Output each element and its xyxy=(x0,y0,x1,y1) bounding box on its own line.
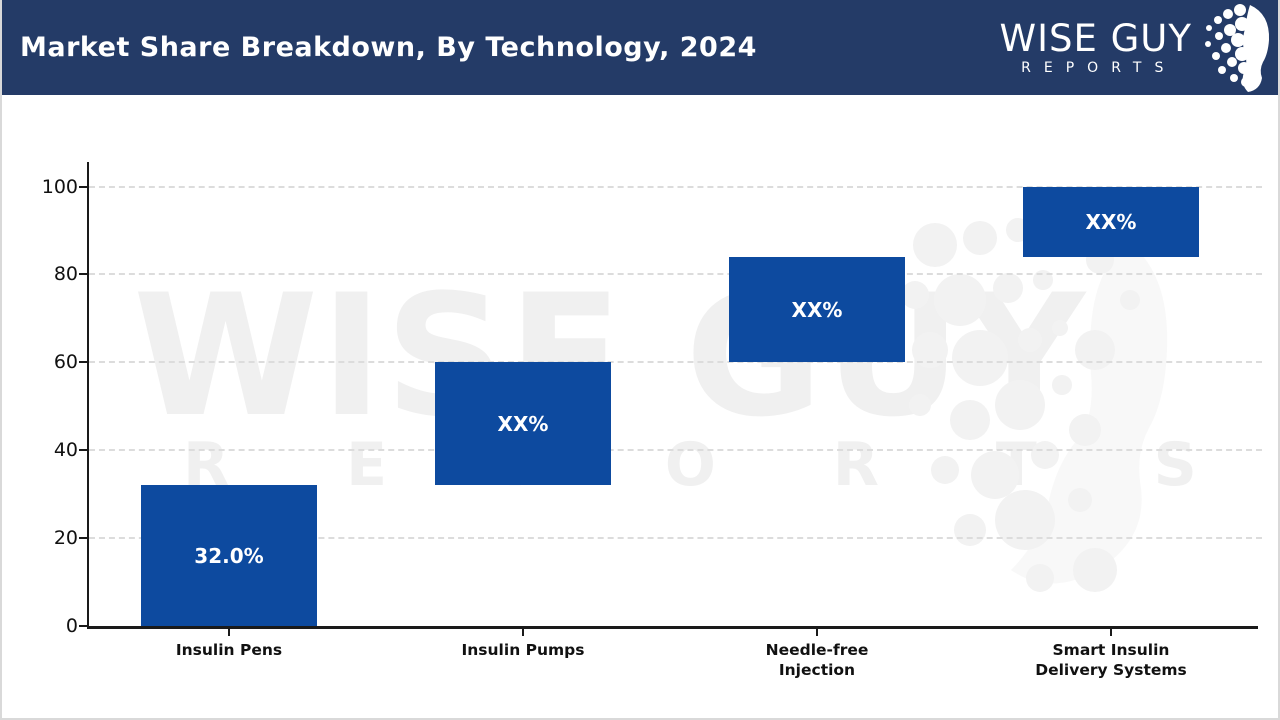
y-tick-mark-40 xyxy=(79,449,87,452)
y-tick-mark-0 xyxy=(79,625,87,627)
category-label: Insulin Pens xyxy=(119,640,339,660)
category-label-line: Smart Insulin xyxy=(1052,641,1170,659)
y-tick-mark-100 xyxy=(79,185,87,188)
category-label: Needle-free Injection xyxy=(707,640,927,680)
bar-value-label: XX% xyxy=(1085,209,1137,234)
bar-value-label: 32.0% xyxy=(194,543,264,568)
bar-needle-free-injection: XX% xyxy=(729,256,905,363)
logo-face-icon xyxy=(1205,3,1270,92)
y-tick-label-100: 100 xyxy=(41,175,78,198)
category-label-line: Needle-free xyxy=(765,641,869,659)
gridline-20 xyxy=(89,537,1262,540)
bar-smart-insulin-delivery-systems: XX% xyxy=(1023,186,1199,257)
category-label-line: Insulin Pumps xyxy=(461,641,585,659)
y-tick-label-20: 20 xyxy=(53,527,78,550)
watermark-text-line2: R E P O R T S xyxy=(183,430,1245,500)
category-label-line: Delivery Systems xyxy=(1035,661,1187,679)
gridline-100 xyxy=(89,185,1262,188)
y-tick-label-60: 60 xyxy=(53,351,78,374)
y-tick-mark-60 xyxy=(79,361,87,364)
gridline-60 xyxy=(89,361,1262,364)
bar-value-label: XX% xyxy=(497,411,549,436)
gridline-40 xyxy=(89,449,1262,452)
wise-guy-reports-logo: WISE GUY REPORTS xyxy=(1000,0,1272,95)
logo-wordmark: WISE GUY xyxy=(999,17,1192,60)
y-tick-label-0: 0 xyxy=(65,615,78,637)
y-tick-label-40: 40 xyxy=(53,439,78,462)
gridline-80 xyxy=(89,273,1262,276)
category-label: Insulin Pumps xyxy=(413,640,633,660)
category-label: Smart Insulin Delivery Systems xyxy=(1001,640,1221,680)
x-tick-mark-3 xyxy=(1110,629,1112,636)
category-label-line: Injection xyxy=(778,661,856,679)
bar-value-label: XX% xyxy=(791,297,843,322)
x-tick-mark-1 xyxy=(522,629,524,636)
logo-subtitle: REPORTS xyxy=(1021,60,1177,76)
y-tick-mark-20 xyxy=(79,537,87,540)
y-tick-mark-80 xyxy=(79,273,87,276)
x-axis-line xyxy=(87,626,1258,629)
bar-insulin-pumps: XX% xyxy=(435,362,611,486)
bar-insulin-pens: 32.0% xyxy=(141,485,317,626)
logo-text: WISE GUY REPORTS xyxy=(1000,20,1192,75)
x-tick-mark-0 xyxy=(228,629,230,636)
y-axis-line xyxy=(87,162,89,628)
report-header: Market Share Breakdown, By Technology, 2… xyxy=(0,0,1280,95)
chart-title: Market Share Breakdown, By Technology, 2… xyxy=(20,32,757,63)
x-tick-mark-2 xyxy=(816,629,818,636)
y-tick-label-80: 80 xyxy=(53,263,78,286)
category-label-line: Insulin Pens xyxy=(175,641,283,659)
